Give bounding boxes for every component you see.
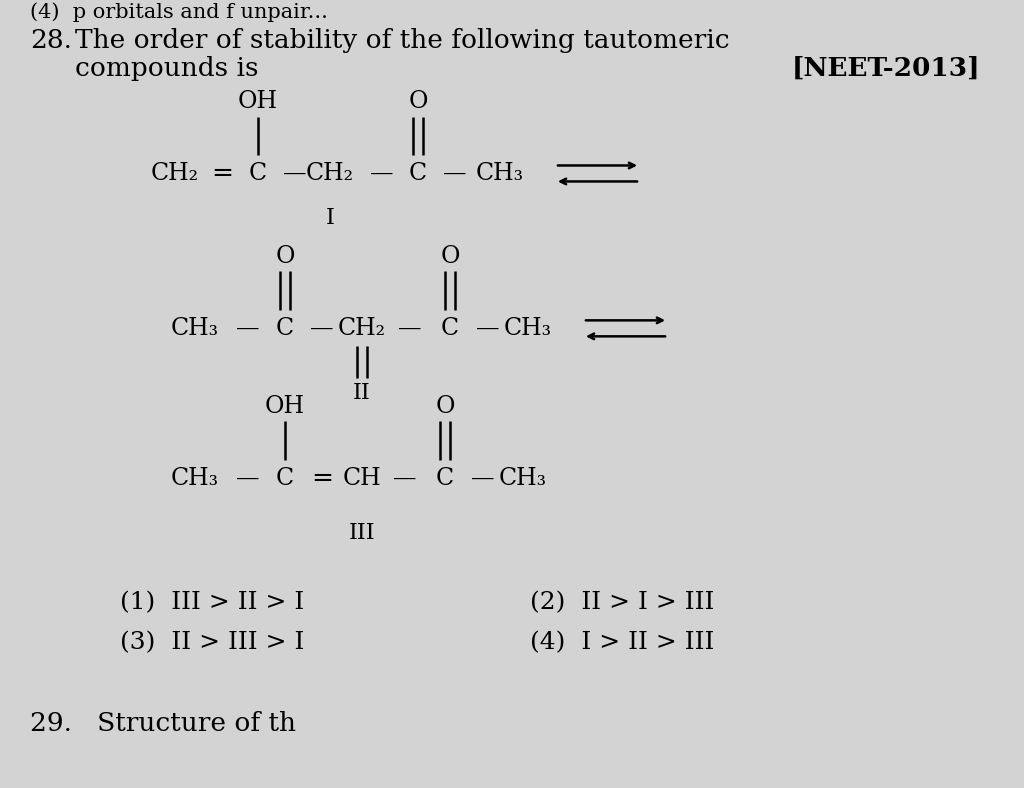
Text: O: O bbox=[409, 90, 428, 113]
Text: —: — bbox=[237, 466, 260, 489]
Text: OH: OH bbox=[265, 395, 305, 418]
Text: —: — bbox=[393, 466, 417, 489]
Text: CH₂: CH₂ bbox=[306, 162, 354, 185]
Text: =: = bbox=[311, 466, 333, 491]
Text: C: C bbox=[441, 317, 459, 340]
Text: —: — bbox=[476, 317, 500, 340]
Text: compounds is: compounds is bbox=[75, 56, 258, 81]
Text: 28.: 28. bbox=[30, 28, 72, 53]
Text: O: O bbox=[275, 245, 295, 268]
Text: C: C bbox=[275, 466, 294, 489]
Text: III: III bbox=[349, 522, 376, 545]
Text: C: C bbox=[249, 162, 267, 185]
Text: —: — bbox=[237, 317, 260, 340]
Text: (2)  II > I > III: (2) II > I > III bbox=[530, 592, 715, 615]
Text: O: O bbox=[435, 395, 455, 418]
Text: —: — bbox=[284, 162, 307, 185]
Text: CH₃: CH₃ bbox=[476, 162, 524, 185]
Text: C: C bbox=[436, 466, 454, 489]
Text: (1)  III > II > I: (1) III > II > I bbox=[120, 592, 304, 615]
Text: —: — bbox=[398, 317, 422, 340]
Text: O: O bbox=[440, 245, 460, 268]
Text: C: C bbox=[409, 162, 427, 185]
Text: CH₂: CH₂ bbox=[151, 162, 199, 185]
Text: (4)  p orbitals and f unpair...: (4) p orbitals and f unpair... bbox=[30, 2, 328, 22]
Text: CH₃: CH₃ bbox=[499, 466, 547, 489]
Text: —: — bbox=[471, 466, 495, 489]
Text: CH₃: CH₃ bbox=[504, 317, 552, 340]
Text: CH: CH bbox=[343, 466, 381, 489]
Text: 29.   Structure of th: 29. Structure of th bbox=[30, 711, 296, 735]
Text: C: C bbox=[275, 317, 294, 340]
Text: —: — bbox=[443, 162, 467, 185]
Text: (3)  II > III > I: (3) II > III > I bbox=[120, 632, 304, 655]
Text: CH₂: CH₂ bbox=[338, 317, 386, 340]
Text: —: — bbox=[371, 162, 394, 185]
Text: —: — bbox=[310, 317, 334, 340]
Text: I: I bbox=[326, 207, 335, 229]
Text: =: = bbox=[211, 161, 233, 186]
Text: CH₃: CH₃ bbox=[171, 317, 219, 340]
Text: OH: OH bbox=[238, 90, 278, 113]
Text: [NEET-2013]: [NEET-2013] bbox=[792, 56, 980, 81]
Text: (4)  I > II > III: (4) I > II > III bbox=[530, 632, 715, 655]
Text: The order of stability of the following tautomeric: The order of stability of the following … bbox=[75, 28, 730, 53]
Text: CH₃: CH₃ bbox=[171, 466, 219, 489]
Text: II: II bbox=[353, 382, 371, 404]
